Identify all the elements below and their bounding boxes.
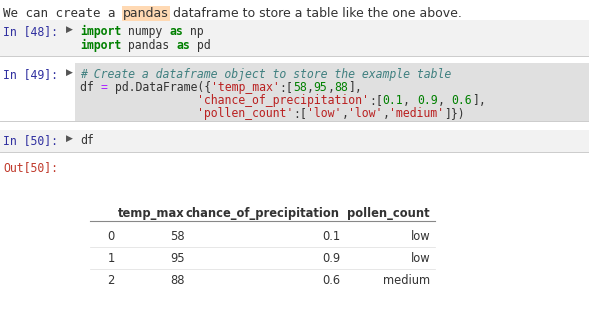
Text: ▶: ▶ (66, 25, 73, 34)
Text: df: df (80, 81, 101, 94)
Text: ,: , (403, 94, 417, 107)
Text: ▶: ▶ (66, 134, 73, 143)
Text: :[: :[ (293, 107, 307, 120)
Text: 58: 58 (170, 230, 185, 243)
Text: 0.9: 0.9 (322, 252, 340, 265)
Text: 88: 88 (170, 274, 185, 287)
Text: In [50]:: In [50]: (3, 134, 58, 147)
Text: pd.DataFrame({: pd.DataFrame({ (108, 81, 211, 94)
Bar (0, 20, 589, 56)
Text: 95: 95 (314, 81, 327, 94)
Text: :[: :[ (369, 94, 382, 107)
Text: np: np (183, 25, 204, 38)
Text: 'chance_of_precipitation': 'chance_of_precipitation' (197, 94, 369, 107)
Text: 95: 95 (170, 252, 185, 265)
Bar (75, 63, 589, 121)
Bar (0, 130, 589, 152)
Text: 'medium': 'medium' (389, 107, 444, 120)
Text: 0.6: 0.6 (451, 94, 472, 107)
Text: pd: pd (190, 39, 211, 52)
Text: ,: , (438, 94, 451, 107)
Text: ,: , (341, 107, 348, 120)
Text: dataframe to store a table like the one above.: dataframe to store a table like the one … (169, 7, 462, 20)
Text: 'low': 'low' (307, 107, 341, 120)
Text: import: import (80, 25, 121, 38)
Text: # Create a dataframe object to store the example table: # Create a dataframe object to store the… (80, 68, 451, 81)
Text: 0: 0 (108, 230, 115, 243)
Text: ,: , (327, 81, 335, 94)
Text: In [48]:: In [48]: (3, 25, 58, 38)
Text: 2: 2 (108, 274, 115, 287)
Text: import: import (80, 39, 121, 52)
Text: as: as (170, 25, 183, 38)
Text: 'temp_max': 'temp_max' (211, 81, 279, 94)
Text: 58: 58 (293, 81, 307, 94)
Text: 'pollen_count': 'pollen_count' (197, 107, 293, 120)
Text: pandas: pandas (123, 7, 169, 20)
Text: low: low (411, 252, 430, 265)
Text: 1: 1 (108, 252, 115, 265)
Text: temp_max: temp_max (118, 207, 185, 220)
Text: medium: medium (383, 274, 430, 287)
Text: 0.1: 0.1 (382, 94, 403, 107)
Text: low: low (411, 230, 430, 243)
Text: We can create a: We can create a (3, 7, 123, 20)
Text: pollen_count: pollen_count (348, 207, 430, 220)
Text: ,: , (382, 107, 389, 120)
Text: 0.9: 0.9 (417, 94, 438, 107)
Text: ,: , (307, 81, 314, 94)
Text: =: = (101, 81, 108, 94)
Text: In [49]:: In [49]: (3, 68, 58, 81)
Text: 0.6: 0.6 (322, 274, 340, 287)
Text: 'low': 'low' (348, 107, 382, 120)
Text: df: df (80, 134, 94, 147)
Text: chance_of_precipitation: chance_of_precipitation (186, 207, 340, 220)
Text: as: as (176, 39, 190, 52)
Text: pandas: pandas (121, 39, 176, 52)
Text: 0.1: 0.1 (322, 230, 340, 243)
Text: ],: ], (348, 81, 362, 94)
Text: ],: ], (472, 94, 485, 107)
Text: ▶: ▶ (66, 68, 73, 77)
Text: Out[50]:: Out[50]: (3, 161, 58, 174)
Text: ]}): ]}) (444, 107, 465, 120)
Text: :[: :[ (279, 81, 293, 94)
Text: 88: 88 (335, 81, 348, 94)
Text: numpy: numpy (121, 25, 170, 38)
